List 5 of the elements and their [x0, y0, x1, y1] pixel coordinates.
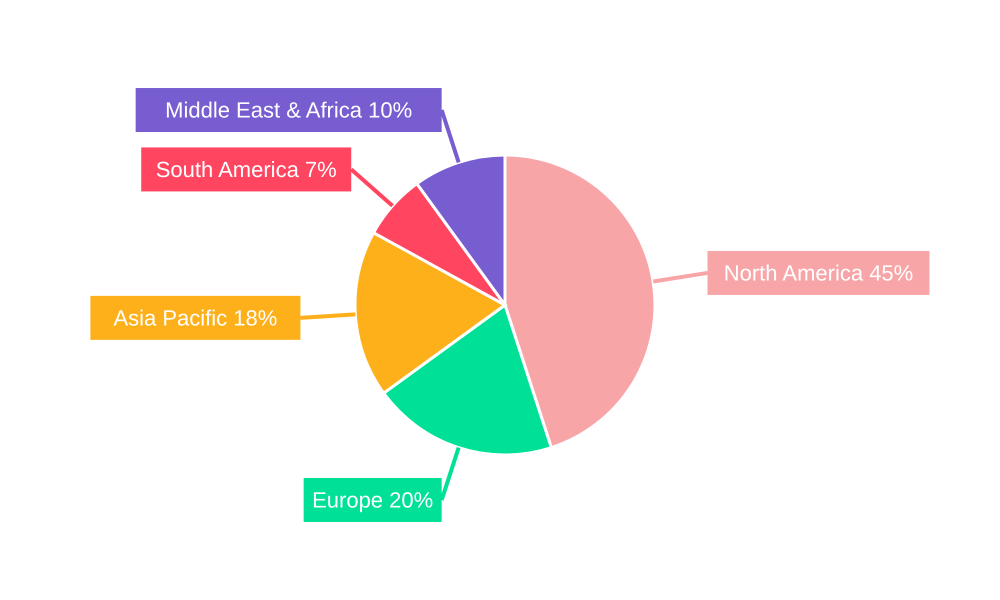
- slice-label: Europe 20%: [312, 487, 434, 512]
- slice-label: Middle East & Africa 10%: [165, 98, 412, 123]
- slice-label: Asia Pacific 18%: [113, 305, 278, 330]
- slice-label: North America 45%: [724, 260, 914, 286]
- slice-label: South America 7%: [156, 156, 337, 182]
